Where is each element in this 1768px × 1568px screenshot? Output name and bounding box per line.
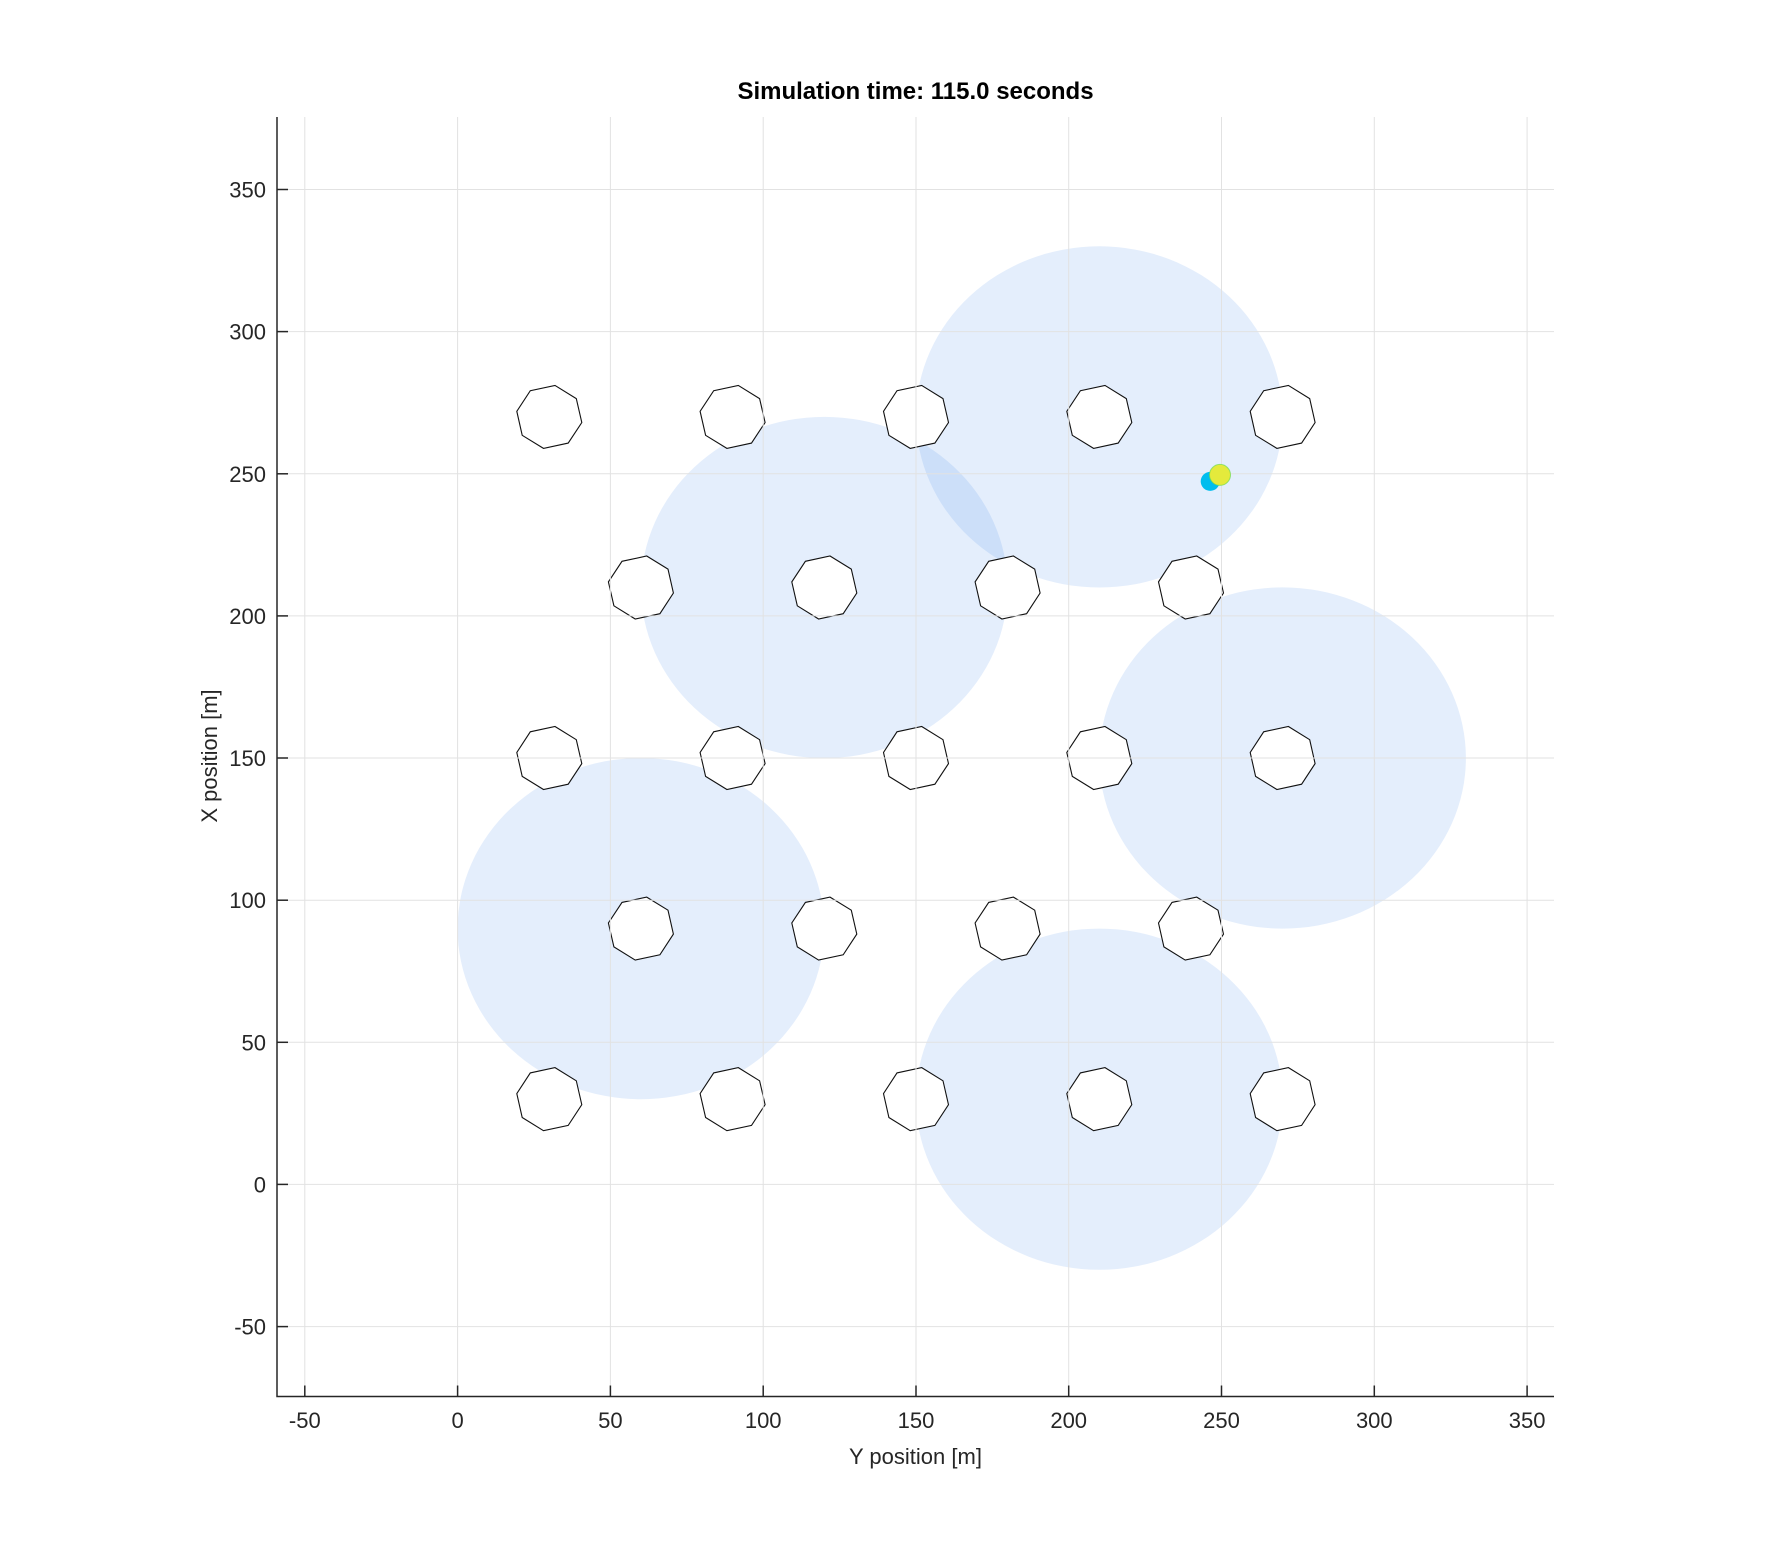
agents-layer [1200, 463, 1231, 491]
station-marker [974, 896, 1041, 961]
station-marker [699, 1067, 766, 1132]
y-tick-label: 0 [254, 1172, 266, 1197]
station-marker [1066, 384, 1133, 449]
stations-layer [516, 384, 1316, 1132]
station-marker [1066, 1067, 1133, 1132]
station-marker [1249, 384, 1316, 449]
y-axis-label: X position [m] [197, 689, 222, 822]
x-tick-label: -50 [289, 1408, 321, 1433]
x-axis-label: Y position [m] [849, 1444, 982, 1469]
y-tick-label: 150 [229, 746, 266, 771]
station-marker [1157, 896, 1225, 961]
plot-title: Simulation time: 115.0 seconds [737, 78, 1093, 105]
station-marker [699, 384, 766, 449]
agent-yellow-dot [1209, 463, 1231, 486]
grid-layer [277, 117, 1554, 1397]
y-tick-label: 350 [229, 178, 266, 203]
axes-layer [276, 117, 1554, 1398]
y-tick-label: 100 [229, 888, 266, 913]
x-tick-label: 0 [451, 1408, 463, 1433]
y-tick-label: 300 [229, 320, 266, 345]
station-marker [791, 896, 858, 961]
x-tick-label: 150 [898, 1408, 935, 1433]
y-tick-label: -50 [234, 1315, 266, 1340]
x-tick-label: 300 [1356, 1408, 1393, 1433]
x-tick-label: 250 [1203, 1408, 1240, 1433]
x-tick-label: 350 [1509, 1408, 1546, 1433]
station-marker [516, 1067, 583, 1132]
axis-spines [276, 117, 1554, 1398]
y-tick-label: 50 [242, 1030, 266, 1055]
y-tick-label: 250 [229, 462, 266, 487]
station-marker [1249, 1067, 1316, 1132]
x-tick-label: 50 [598, 1408, 622, 1433]
station-marker [607, 896, 674, 961]
tick-labels-layer: -50 0 50 100 150 200 250 300 350 -50 0 50 100 150 200 2… [229, 178, 1545, 1434]
x-tick-label: 200 [1050, 1408, 1087, 1433]
x-tick-label: 100 [745, 1408, 782, 1433]
station-marker [516, 384, 583, 449]
y-tick-label: 200 [229, 604, 266, 629]
